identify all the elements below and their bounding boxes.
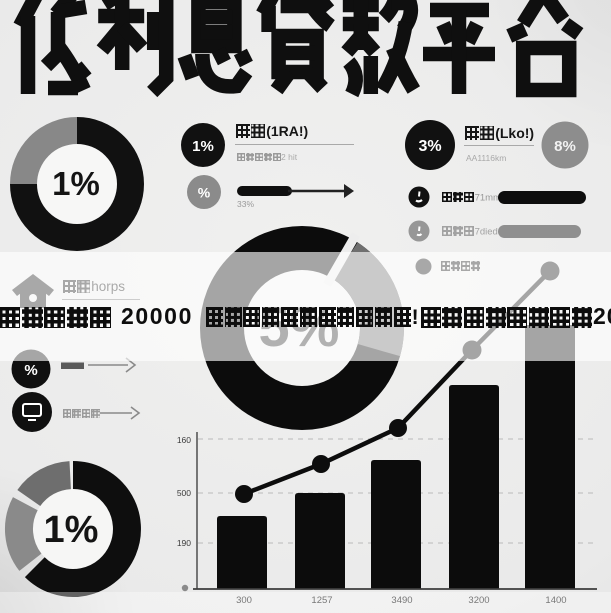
svg-text:500: 500 xyxy=(177,488,191,498)
svg-text:3490: 3490 xyxy=(391,595,412,606)
svg-text:3200: 3200 xyxy=(468,595,489,606)
svg-text:%: % xyxy=(24,362,37,379)
svg-text:8%: 8% xyxy=(554,138,576,155)
svg-text:1%: 1% xyxy=(44,509,99,551)
svg-text:1%: 1% xyxy=(192,138,214,155)
svg-text:1257: 1257 xyxy=(311,595,332,606)
svg-text:190: 190 xyxy=(177,538,191,548)
svg-text:300: 300 xyxy=(236,595,252,606)
svg-text:%: % xyxy=(198,185,211,201)
svg-text:160: 160 xyxy=(177,435,191,445)
svg-text:3%: 3% xyxy=(418,138,441,155)
svg-text:1400: 1400 xyxy=(545,595,566,606)
svg-text:1%: 1% xyxy=(52,165,100,202)
